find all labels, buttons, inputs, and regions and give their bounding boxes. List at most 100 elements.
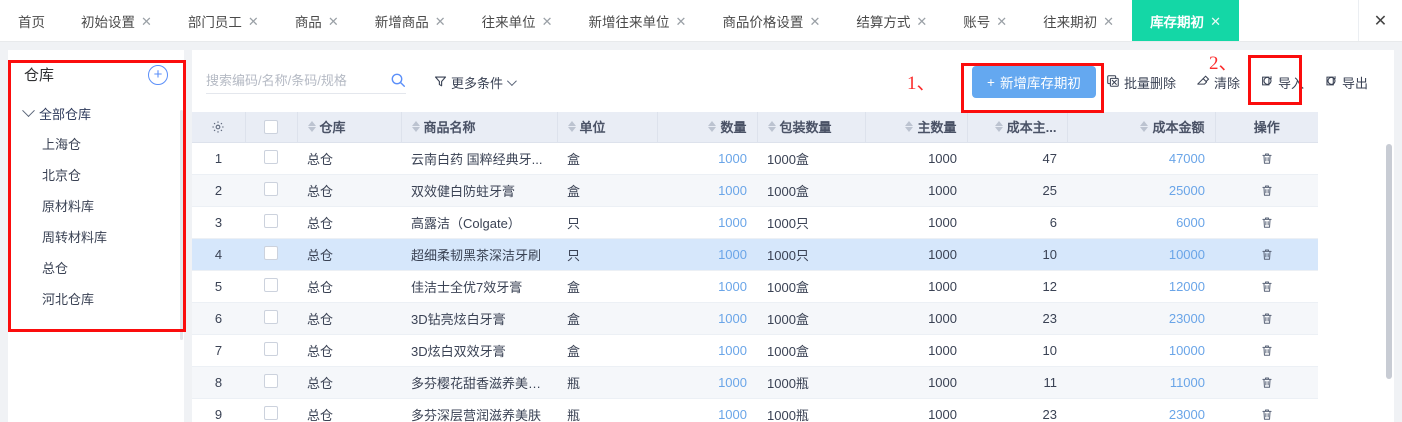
tab-item[interactable]: 首页 bbox=[0, 0, 63, 41]
row-index: 9 bbox=[192, 398, 245, 422]
delete-row-icon[interactable] bbox=[1225, 183, 1308, 198]
table-header-cell-cost_main[interactable]: 成本主... bbox=[967, 112, 1068, 143]
table-header-cell-unit[interactable]: 单位 bbox=[557, 112, 658, 143]
tree-root-all-warehouses[interactable]: 全部仓库 bbox=[8, 99, 184, 128]
table-row[interactable]: 3 总仓 高露洁（Colgate）只 1000 1000只 1000 6 6000 bbox=[192, 206, 1318, 239]
row-checkbox[interactable] bbox=[264, 341, 278, 356]
tab-item[interactable]: 账号 ✕ bbox=[945, 0, 1025, 41]
table-header-cell-pack_qty[interactable]: 包装数量 bbox=[757, 112, 866, 143]
sort-icon[interactable] bbox=[411, 121, 420, 133]
tab-close-icon[interactable]: ✕ bbox=[809, 13, 821, 29]
tab-item[interactable]: 往来单位 ✕ bbox=[464, 0, 571, 41]
table-header-cell-warehouse[interactable]: 仓库 bbox=[297, 112, 402, 143]
add-warehouse-icon[interactable]: + bbox=[148, 64, 168, 85]
sort-icon[interactable] bbox=[708, 121, 717, 133]
tab-close-icon[interactable]: ✕ bbox=[675, 13, 687, 29]
search-input[interactable] bbox=[206, 72, 390, 88]
add-inventory-opening-button[interactable]: + 新增库存期初 bbox=[972, 66, 1096, 98]
delete-row-icon[interactable] bbox=[1225, 375, 1308, 390]
delete-row-icon[interactable] bbox=[1225, 279, 1308, 294]
row-checkbox[interactable] bbox=[264, 213, 278, 228]
select-all-checkbox[interactable] bbox=[264, 119, 278, 134]
cell-cost-main: 23 bbox=[967, 302, 1067, 335]
table-header-row: 仓库 商品名称 单位 数量 包装数量 主数量 成本主... 成本金额 操作 bbox=[192, 112, 1318, 143]
close-all-tabs-icon[interactable]: ✕ bbox=[1358, 0, 1402, 41]
import-button[interactable]: 导入 bbox=[1250, 73, 1314, 92]
table-row[interactable]: 7 总仓 3D炫白双效牙膏盒 1000 1000盒 1000 10 10000 bbox=[192, 334, 1318, 367]
tab-item[interactable]: 往来期初 ✕ bbox=[1025, 0, 1132, 41]
cell-warehouse: 总仓 bbox=[297, 398, 401, 422]
warehouse-tree-item[interactable]: 周转材料库 bbox=[42, 230, 108, 245]
tab-close-icon[interactable]: ✕ bbox=[996, 13, 1008, 29]
table-row[interactable]: 9 总仓 多芬深层营润滋养美肤瓶 1000 1000瓶 1000 23 23000 bbox=[192, 398, 1318, 422]
tab-item[interactable]: 新增商品 ✕ bbox=[357, 0, 464, 41]
tab-item[interactable]: 部门员工 ✕ bbox=[170, 0, 277, 41]
warehouse-tree-item[interactable]: 原材料库 bbox=[42, 199, 95, 214]
row-checkbox[interactable] bbox=[264, 373, 278, 388]
tab-item[interactable]: 结算方式 ✕ bbox=[838, 0, 945, 41]
sort-icon[interactable] bbox=[567, 121, 576, 133]
tab-item[interactable]: 新增往来单位 ✕ bbox=[571, 0, 705, 41]
cell-ops bbox=[1215, 398, 1318, 422]
export-button[interactable]: 导出 bbox=[1314, 73, 1378, 92]
tab-close-icon[interactable]: ✕ bbox=[247, 13, 259, 29]
table-row[interactable]: 4 总仓 超细柔韧黑茶深洁牙刷只 1000 1000只 1000 10 10000 bbox=[192, 238, 1318, 271]
table-header-cell-cost_amount[interactable]: 成本金额 bbox=[1067, 112, 1216, 143]
table-header-label: 仓库 bbox=[319, 120, 346, 136]
warehouse-tree-item[interactable]: 河北仓库 bbox=[42, 292, 95, 307]
sort-icon[interactable] bbox=[1140, 121, 1149, 133]
table-header-label: 数量 bbox=[720, 120, 747, 136]
row-checkbox[interactable] bbox=[264, 149, 278, 164]
delete-row-icon[interactable] bbox=[1225, 151, 1308, 166]
table-header-cell-product[interactable]: 商品名称 bbox=[401, 112, 558, 143]
cell-cost-amount: 23000 bbox=[1067, 302, 1215, 335]
table-vertical-scrollbar[interactable] bbox=[1386, 144, 1392, 379]
tab-close-icon[interactable]: ✕ bbox=[1210, 13, 1221, 29]
warehouse-tree-item[interactable]: 上海仓 bbox=[42, 137, 82, 152]
sort-icon[interactable] bbox=[994, 121, 1003, 133]
table-row[interactable]: 8 总仓 多芬樱花甜香滋养美肤... 瓶 1000 1000瓶 1000 11 11000 bbox=[192, 366, 1318, 399]
row-checkbox[interactable] bbox=[264, 245, 278, 260]
batch-delete-button[interactable]: 批量删除 bbox=[1096, 73, 1186, 92]
table-row[interactable]: 5 总仓 佳洁士全优7效牙膏盒 1000 1000盒 1000 12 12000 bbox=[192, 270, 1318, 303]
sort-icon[interactable] bbox=[905, 121, 914, 133]
row-checkbox[interactable] bbox=[264, 277, 278, 292]
table-header-cell-main_qty[interactable]: 主数量 bbox=[865, 112, 968, 143]
table-header-label: 成本主... bbox=[1006, 120, 1057, 136]
tab-item[interactable]: 库存期初 ✕ bbox=[1132, 0, 1239, 41]
search-icon[interactable] bbox=[390, 72, 406, 88]
delete-row-icon[interactable] bbox=[1225, 407, 1308, 422]
tab-close-icon[interactable]: ✕ bbox=[327, 13, 339, 29]
tab-close-icon[interactable]: ✕ bbox=[1103, 13, 1115, 29]
sort-icon[interactable] bbox=[307, 121, 316, 133]
row-checkbox[interactable] bbox=[264, 309, 278, 324]
delete-row-icon[interactable] bbox=[1225, 215, 1308, 230]
tab-item[interactable]: 初始设置 ✕ bbox=[63, 0, 170, 41]
tab-close-icon[interactable]: ✕ bbox=[141, 13, 152, 29]
delete-row-icon[interactable] bbox=[1225, 311, 1308, 326]
warehouse-tree-item[interactable]: 北京仓 bbox=[42, 168, 82, 183]
sidebar-scrollbar[interactable] bbox=[180, 110, 183, 340]
table-row[interactable]: 2 总仓 双效健白防蛀牙膏盒 1000 1000盒 1000 25 25000 bbox=[192, 174, 1318, 207]
row-checkbox[interactable] bbox=[264, 405, 278, 420]
cell-unit: 只 bbox=[557, 238, 657, 271]
tab-item[interactable]: 商品 ✕ bbox=[277, 0, 357, 41]
tab-close-icon[interactable]: ✕ bbox=[434, 13, 446, 29]
table-row[interactable]: 6 总仓 3D钻亮炫白牙膏盒 1000 1000盒 1000 23 23000 bbox=[192, 302, 1318, 335]
delete-row-icon[interactable] bbox=[1225, 247, 1308, 262]
clear-button[interactable]: 清除 bbox=[1186, 73, 1250, 92]
tab-item[interactable]: 商品价格设置 ✕ bbox=[704, 0, 838, 41]
delete-row-icon[interactable] bbox=[1225, 343, 1308, 358]
table-header-cell-qty[interactable]: 数量 bbox=[657, 112, 758, 143]
cell-product: 3D炫白双效牙膏 bbox=[401, 334, 557, 367]
more-conditions-button[interactable]: 更多条件 bbox=[434, 73, 517, 92]
tab-close-icon[interactable]: ✕ bbox=[916, 13, 928, 29]
cell-ops bbox=[1215, 206, 1318, 239]
tab-close-icon[interactable]: ✕ bbox=[541, 13, 553, 29]
row-checkbox[interactable] bbox=[264, 181, 278, 196]
inventory-table-region: 仓库 商品名称 单位 数量 包装数量 主数量 成本主... 成本金额 操作 1 总仓 云南白药 国粹… bbox=[192, 112, 1394, 422]
column-settings-icon[interactable] bbox=[202, 120, 235, 134]
warehouse-tree-item[interactable]: 总仓 bbox=[42, 261, 69, 276]
sort-icon[interactable] bbox=[767, 121, 776, 133]
table-row[interactable]: 1 总仓 云南白药 国粹经典牙... 盒 1000 1000盒 1000 47 47000 bbox=[192, 142, 1318, 175]
